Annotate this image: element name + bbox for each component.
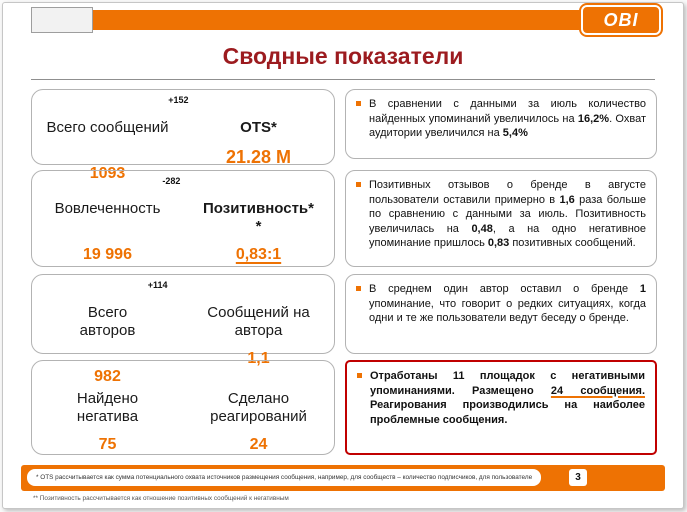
obi-logo: OBI bbox=[581, 5, 661, 35]
bullet-icon bbox=[356, 101, 361, 106]
metric-delta: -282 bbox=[162, 176, 181, 186]
bullet-icon bbox=[356, 182, 361, 187]
metric-label-text: Вовлеченность bbox=[54, 200, 161, 217]
metric-value: 21.28 М bbox=[225, 147, 292, 167]
footnote-box: * OTS рассчитывается как сумма потенциал… bbox=[27, 469, 541, 486]
metric-label-text: Всего авторов bbox=[79, 304, 136, 339]
note-box: Позитивных отзывов о бренде в августе по… bbox=[345, 170, 657, 267]
summary-row-authors: Всего авторов +114 982 Сообщений на авто… bbox=[3, 274, 683, 385]
header-left-chip bbox=[31, 7, 93, 33]
note-box: В сравнении с данными за июль количество… bbox=[345, 89, 657, 159]
metric-label-text: Позитивность* * bbox=[203, 200, 314, 235]
bullet-icon bbox=[357, 373, 362, 378]
metric-label: Найдено негатива bbox=[63, 372, 153, 426]
metric-label: Сделано реагирований bbox=[204, 372, 314, 426]
metric-label: Вовлеченность -282 bbox=[54, 176, 181, 236]
summary-row-engagement: Вовлеченность -282 19 996 Позитивность* … bbox=[3, 170, 683, 267]
metric-ots: OTS* 21.28 М bbox=[183, 90, 334, 167]
metric-engagement: Вовлеченность -282 19 996 bbox=[32, 171, 183, 266]
metric-label-text: OTS* bbox=[240, 119, 277, 136]
footer-bar: * OTS рассчитывается как сумма потенциал… bbox=[21, 465, 665, 491]
summary-row-messages: Всего сообщений +152 1093 OTS* 21.28 М В… bbox=[3, 89, 683, 182]
metric-positivity: Позитивность* * 0,83:1 bbox=[183, 171, 334, 266]
page-number: 3 bbox=[569, 469, 587, 486]
metrics-box: Всего авторов +114 982 Сообщений на авто… bbox=[31, 274, 335, 385]
metric-delta: +152 bbox=[168, 95, 189, 105]
metric-label: Сообщений на автора bbox=[204, 286, 314, 340]
metric-value: 1093 bbox=[89, 165, 126, 182]
footnote-ots: * OTS рассчитывается как сумма потенциал… bbox=[36, 474, 532, 481]
page-title: Сводные показатели bbox=[222, 43, 464, 69]
metrics-box: Найдено негатива 75 Сделано реагирований… bbox=[31, 360, 335, 455]
metric-value: 0,83:1 bbox=[235, 246, 282, 263]
metric-value: 19 996 bbox=[83, 246, 132, 263]
note-box: В среднем один автор оставил о бренде 1 … bbox=[345, 274, 657, 354]
metric-value: 75 bbox=[98, 436, 117, 453]
metric-label-text: Сделано реагирований bbox=[210, 390, 307, 425]
metric-negative-found: Найдено негатива 75 bbox=[32, 361, 183, 454]
metrics-box: Всего сообщений +152 1093 OTS* 21.28 М bbox=[31, 89, 335, 182]
title-divider bbox=[31, 79, 655, 80]
metric-label-text: Сообщений на автора bbox=[207, 304, 310, 339]
note-text: В среднем один автор оставил о бренде 1 … bbox=[369, 283, 646, 325]
footnote-positivity: ** Позитивность рассчитывается как отнош… bbox=[33, 495, 289, 502]
metric-label: OTS* bbox=[240, 101, 277, 137]
note-text: Позитивных отзывов о бренде в августе по… bbox=[369, 179, 647, 250]
metric-delta: +114 bbox=[147, 280, 168, 290]
summary-row-negative: Найдено негатива 75 Сделано реагирований… bbox=[3, 360, 683, 455]
metric-value: 1,1 bbox=[247, 350, 270, 367]
note-box-alert: Отработаны 11 площадок с негативными упо… bbox=[345, 360, 657, 455]
metric-label-text: Всего сообщений bbox=[46, 119, 169, 136]
metric-label: Позитивность* * bbox=[203, 182, 314, 236]
header-orange-bar bbox=[31, 10, 653, 30]
note-text: Отработаны 11 площадок с негативными упо… bbox=[370, 370, 646, 426]
metric-value: 982 bbox=[94, 368, 121, 385]
metric-total-authors: Всего авторов +114 982 bbox=[32, 275, 183, 385]
metric-label: Всего сообщений +152 bbox=[46, 95, 189, 155]
metric-messages-per-author: Сообщений на автора 1,1 bbox=[183, 275, 334, 367]
bullet-icon bbox=[356, 286, 361, 291]
metric-value: 24 bbox=[249, 436, 268, 453]
metric-label-text: Найдено негатива bbox=[76, 390, 139, 425]
metric-total-messages: Всего сообщений +152 1093 bbox=[32, 90, 189, 182]
metrics-box: Вовлеченность -282 19 996 Позитивность* … bbox=[31, 170, 335, 267]
metric-reactions-made: Сделано реагирований 24 bbox=[183, 361, 334, 454]
note-text: В сравнении с данными за июль количество… bbox=[369, 98, 646, 140]
metric-label: Всего авторов +114 bbox=[68, 280, 168, 358]
